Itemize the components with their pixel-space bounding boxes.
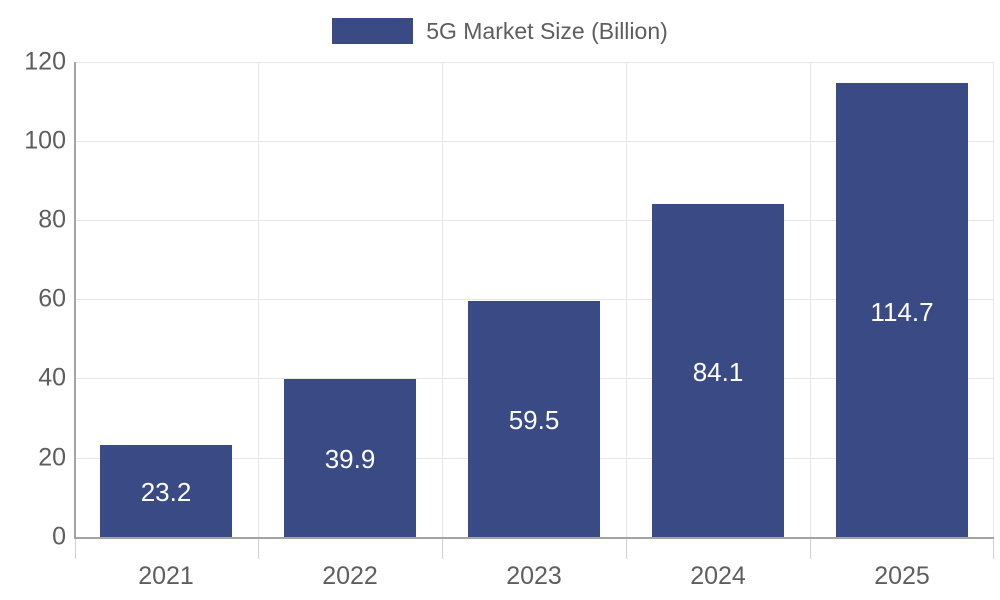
x-axis-tick-4 <box>810 539 811 559</box>
y-axis-label-120: 120 <box>24 47 66 76</box>
gridline-y-120 <box>74 62 994 63</box>
x-axis-label-2024: 2024 <box>690 562 746 590</box>
y-axis-line <box>74 62 76 538</box>
x-axis-tick-3 <box>626 539 627 559</box>
x-axis-tick-1 <box>258 539 259 559</box>
y-axis-label-80: 80 <box>38 205 66 234</box>
x-axis-tick-0 <box>75 539 76 559</box>
gridline-x-4 <box>810 62 811 537</box>
y-axis-label-20: 20 <box>38 443 66 472</box>
x-axis-label-2022: 2022 <box>322 562 378 590</box>
bar-2023[interactable] <box>468 301 600 537</box>
x-axis-label-2025: 2025 <box>874 562 930 590</box>
x-axis-labels: 2021 2022 2023 2024 2025 <box>74 559 994 600</box>
y-axis-label-40: 40 <box>38 363 66 392</box>
gridline-x-1 <box>258 62 259 537</box>
bar-2025[interactable] <box>836 82 968 537</box>
bar-2024[interactable] <box>652 204 784 537</box>
bar-2021[interactable] <box>100 445 232 537</box>
gridline-x-5 <box>993 62 994 537</box>
legend-label: 5G Market Size (Billion) <box>426 18 668 44</box>
x-axis-label-2021: 2021 <box>138 562 194 590</box>
bar-2022[interactable] <box>284 379 416 537</box>
legend-item-5g-market-size[interactable]: 5G Market Size (Billion) <box>332 18 668 44</box>
gridline-y-60 <box>74 299 994 300</box>
x-axis-tick-2 <box>442 539 443 559</box>
gridline-x-3 <box>626 62 627 537</box>
gridline-y-100 <box>74 141 994 142</box>
gridline-x-2 <box>442 62 443 537</box>
y-axis-labels: 120 100 80 60 40 20 0 <box>0 49 66 549</box>
legend-color-swatch <box>332 18 414 44</box>
x-axis-line <box>74 537 994 539</box>
plot-area: 23.2 39.9 59.5 84.1 114.7 <box>74 62 994 537</box>
x-axis-label-2023: 2023 <box>506 562 562 590</box>
x-axis-tick-5 <box>993 539 994 559</box>
y-axis-label-100: 100 <box>24 126 66 155</box>
y-axis-label-0: 0 <box>52 522 66 551</box>
chart-legend: 5G Market Size (Billion) <box>0 10 1000 52</box>
gridline-y-80 <box>74 220 994 221</box>
y-axis-label-60: 60 <box>38 284 66 313</box>
